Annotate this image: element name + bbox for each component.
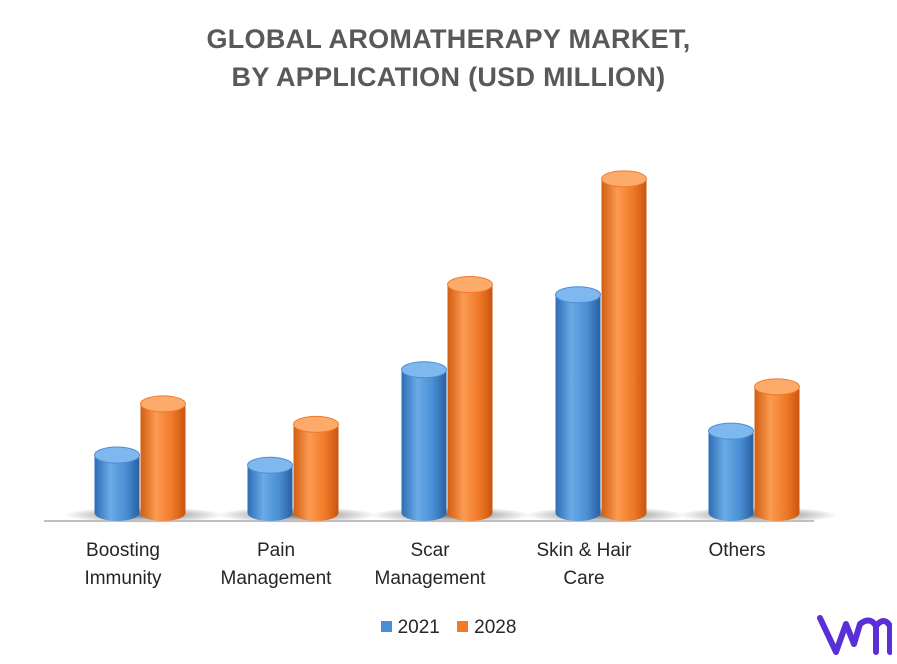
bar-body xyxy=(447,284,493,521)
bar-body xyxy=(140,403,186,521)
legend-label-2028: 2028 xyxy=(474,617,517,638)
chart-title-line-1: GLOBAL AROMATHERAPY MARKET, xyxy=(206,24,691,54)
x-tick-label-pain-management: Pain Management xyxy=(201,537,351,593)
bar-top-cap xyxy=(401,361,447,379)
bar-top-cap xyxy=(293,415,339,433)
x-tick-label-line: Immunity xyxy=(84,568,162,589)
bar-body xyxy=(247,465,293,521)
x-tick-label-boosting-immunity: Boosting Immunity xyxy=(48,537,198,593)
x-tick-label-line: Management xyxy=(374,568,486,589)
bar-skin-and-hair-care-2028 xyxy=(601,170,647,521)
bar-others-2028 xyxy=(754,378,800,521)
bar-pain-management-2028 xyxy=(293,415,339,521)
x-tick-label-scar-management: Scar Management xyxy=(355,537,505,593)
x-tick-label-line: Boosting xyxy=(86,540,160,561)
x-tick-label-line: Pain xyxy=(256,540,296,561)
bar-top-cap xyxy=(555,286,601,304)
bar-top-cap xyxy=(140,395,186,413)
x-tick-label-skin-and-hair-care: Skin & Hair Care xyxy=(509,537,659,593)
x-tick-label-others: Others xyxy=(662,537,812,565)
bar-body xyxy=(293,424,339,521)
x-tick-label-line: Scar xyxy=(410,540,450,561)
x-tick-label-line: Management xyxy=(220,568,332,589)
legend-swatch-2028 xyxy=(457,621,469,632)
bar-top-cap xyxy=(94,446,140,464)
bar-top-cap xyxy=(754,378,800,396)
chart-title-line-2: BY APPLICATION (USD MILLION) xyxy=(231,62,666,92)
bar-top-cap xyxy=(447,276,493,294)
bar-pain-management-2021 xyxy=(247,456,293,521)
x-tick-label-line: Others xyxy=(708,540,766,561)
bar-boosting-immunity-2021 xyxy=(94,446,140,521)
x-tick-label-line: Care xyxy=(563,568,605,589)
legend-label-2021: 2021 xyxy=(397,617,440,638)
legend-item-2028: 2028 xyxy=(457,617,516,639)
bar-scar-management-2021 xyxy=(401,361,447,521)
bar-body xyxy=(708,431,754,521)
x-tick-label-line: Skin & Hair xyxy=(536,540,632,561)
bar-scar-management-2028 xyxy=(447,276,493,521)
chart-title: GLOBAL AROMATHERAPY MARKET, BY APPLICATI… xyxy=(0,20,897,96)
bar-body xyxy=(401,369,447,521)
bar-body xyxy=(601,178,647,521)
bar-skin-and-hair-care-2021 xyxy=(555,286,601,521)
legend-item-2021: 2021 xyxy=(380,617,440,639)
legend-swatch-2021 xyxy=(380,621,392,632)
bar-body xyxy=(754,386,800,521)
bar-body xyxy=(555,294,601,521)
legend: 2021 2028 xyxy=(0,617,897,639)
bar-top-cap xyxy=(247,456,293,474)
bar-boosting-immunity-2028 xyxy=(140,395,186,521)
bar-top-cap xyxy=(601,170,647,188)
bar-others-2021 xyxy=(708,422,754,521)
bars-group xyxy=(94,170,800,521)
bar-body xyxy=(94,455,140,521)
vmr-logo-icon xyxy=(817,615,892,655)
bar-top-cap xyxy=(708,422,754,440)
